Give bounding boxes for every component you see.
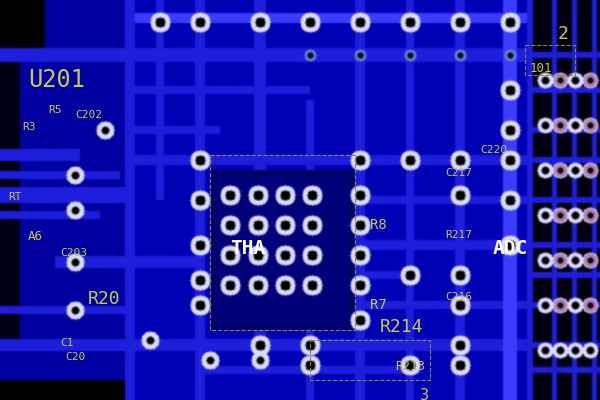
Text: ADC: ADC xyxy=(493,238,527,258)
Bar xyxy=(525,45,575,75)
Text: A6: A6 xyxy=(28,230,43,243)
Text: R8: R8 xyxy=(370,218,387,232)
Text: R3: R3 xyxy=(22,122,35,132)
Text: 3: 3 xyxy=(420,388,429,400)
Text: C220: C220 xyxy=(480,145,507,155)
Text: R20: R20 xyxy=(88,290,121,308)
Text: C1: C1 xyxy=(60,338,74,348)
Text: R214: R214 xyxy=(380,318,424,336)
Text: RT: RT xyxy=(8,192,22,202)
Text: 2: 2 xyxy=(558,25,569,43)
Text: C216: C216 xyxy=(445,292,472,302)
Text: R217: R217 xyxy=(445,230,472,240)
Text: C202: C202 xyxy=(75,110,102,120)
Text: C217: C217 xyxy=(445,168,472,178)
Text: C203: C203 xyxy=(60,248,87,258)
Text: R7: R7 xyxy=(370,298,387,312)
Bar xyxy=(310,340,430,380)
Text: R5: R5 xyxy=(48,105,62,115)
Text: THA: THA xyxy=(230,238,266,258)
Bar xyxy=(210,155,355,330)
Text: U201: U201 xyxy=(28,68,85,92)
Text: R213: R213 xyxy=(395,360,425,373)
Text: C20: C20 xyxy=(65,352,85,362)
Text: 101: 101 xyxy=(530,62,553,75)
